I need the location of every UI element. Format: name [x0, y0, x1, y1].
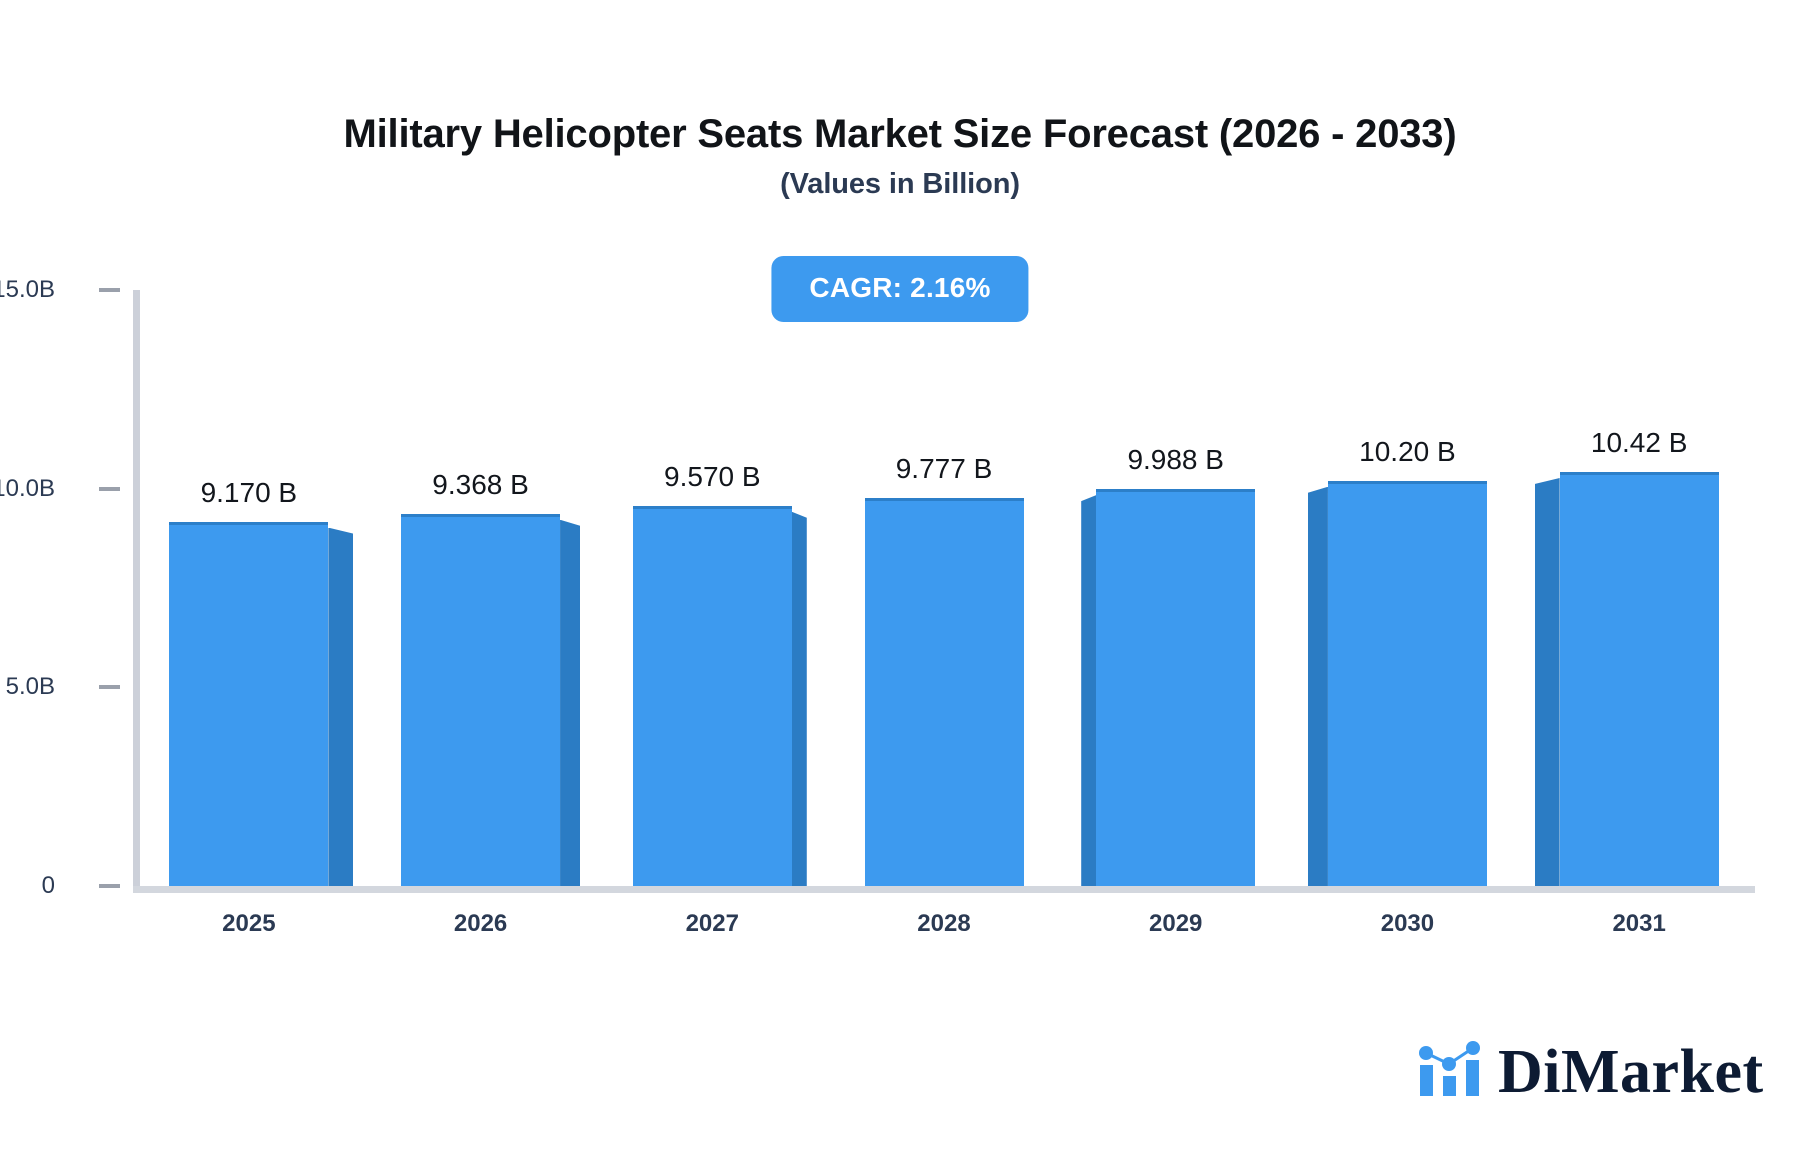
bar-value-label: 10.20 B	[1359, 435, 1456, 467]
bar-value-label: 9.570 B	[664, 460, 761, 492]
y-axis-tick-mark	[99, 288, 120, 292]
bar-side-face	[1081, 495, 1097, 886]
bar-column[interactable]	[401, 513, 581, 886]
bar-front-face	[632, 505, 792, 886]
bar-side-face	[328, 527, 354, 886]
y-axis-line	[133, 290, 140, 893]
bar-value-label: 10.42 B	[1590, 426, 1688, 458]
bar-column[interactable]	[1534, 471, 1719, 886]
bar-side-face	[791, 511, 807, 886]
cagr-badge: CAGR: 2.16%	[771, 256, 1029, 322]
bar-3d	[1534, 471, 1719, 886]
bar-side-face	[560, 519, 581, 886]
bar-column[interactable]	[1081, 489, 1256, 886]
chart-subtitle: (Values in Billion)	[780, 168, 1020, 200]
bar-chart-dots-icon	[1418, 1040, 1482, 1103]
chart-title: Military Helicopter Seats Market Size Fo…	[343, 112, 1457, 156]
bar-column[interactable]	[632, 505, 807, 886]
bar-front-face	[1096, 489, 1256, 886]
bar-3d	[401, 513, 581, 886]
bar-value-label: 9.988 B	[1127, 444, 1224, 476]
x-axis-label: 2029	[1149, 910, 1203, 937]
bar-side-face	[1534, 477, 1560, 886]
x-axis-line	[133, 886, 1755, 893]
y-axis-tick-mark	[99, 486, 120, 491]
bar-front-face	[1559, 471, 1719, 886]
logo-text: DiMarket	[1498, 1037, 1764, 1106]
bar-3d	[632, 505, 807, 886]
plot-area: 15.0B 10.0B 5.0B 0 9.170 B 9.368 B 9.570 B 9.7…	[0, 276, 1755, 937]
bar-3d	[1307, 480, 1487, 886]
x-axis-label: 2030	[1380, 910, 1435, 937]
x-axis-label: 2027	[685, 910, 739, 937]
bar-value-label: 9.777 B	[895, 452, 993, 484]
bar-3d	[864, 497, 1024, 886]
bar-column[interactable]	[169, 521, 354, 886]
x-axis-label: 2025	[222, 910, 276, 937]
x-axis-label: 2026	[453, 910, 508, 937]
bar-3d	[169, 521, 354, 886]
y-axis-tick-mark	[99, 685, 120, 690]
y-axis-tick-label: 0	[41, 872, 55, 899]
dimarket-logo: DiMarket	[1418, 1040, 1764, 1103]
bar-front-face	[401, 513, 561, 886]
bar-value-label: 9.170 B	[200, 476, 298, 508]
bar-3d	[1081, 489, 1256, 886]
y-axis-tick-mark	[99, 884, 120, 888]
x-axis-label: 2031	[1612, 910, 1666, 937]
bar-front-face	[169, 521, 329, 886]
bar-value-label: 9.368 B	[432, 468, 529, 500]
bar-front-face	[1327, 480, 1487, 886]
y-axis-tick-label: 15.0B	[0, 276, 55, 303]
bar-column[interactable]	[1307, 480, 1487, 886]
bar-side-face	[1307, 486, 1328, 886]
y-axis-tick-label: 5.0B	[5, 673, 55, 701]
y-axis-tick-label: 10.0B	[0, 474, 55, 502]
x-axis-label: 2028	[917, 910, 971, 937]
bar-column[interactable]	[864, 497, 1024, 886]
bar-front-face	[864, 497, 1024, 886]
